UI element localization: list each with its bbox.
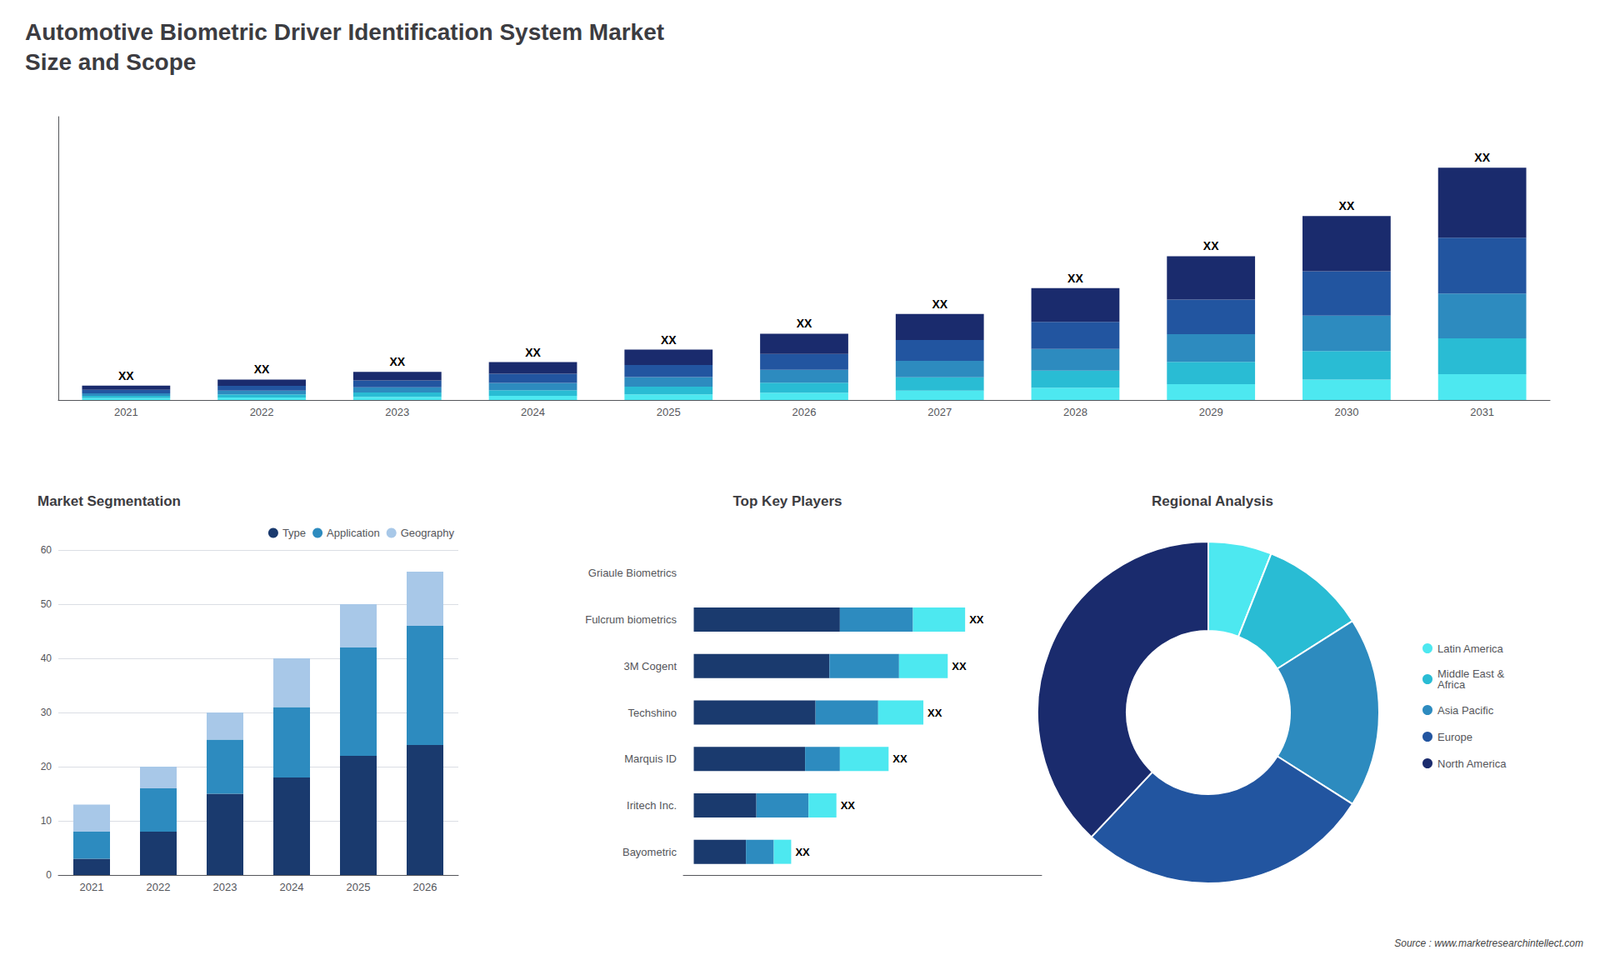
svg-text:Asia Pacific: Asia Pacific — [1437, 704, 1495, 717]
svg-text:North America: North America — [1437, 757, 1507, 770]
svg-text:XX: XX — [389, 355, 405, 369]
svg-text:2024: 2024 — [280, 880, 305, 894]
svg-text:XX: XX — [927, 706, 943, 720]
svg-text:XX: XX — [254, 362, 270, 376]
svg-text:XX: XX — [931, 297, 948, 311]
svg-text:2028: 2028 — [1063, 405, 1088, 419]
svg-text:Type: Type — [282, 526, 306, 540]
svg-text:XX: XX — [1474, 150, 1490, 165]
svg-text:Geography: Geography — [400, 526, 455, 540]
svg-text:10: 10 — [40, 815, 53, 827]
svg-text:2026: 2026 — [792, 405, 817, 419]
svg-text:Automotive Biometric Driver Id: Automotive Biometric Driver Identificati… — [25, 19, 665, 45]
svg-text:60: 60 — [40, 544, 53, 556]
svg-text:Techshino: Techshino — [627, 706, 677, 720]
svg-text:XX: XX — [1203, 239, 1220, 253]
svg-text:XX: XX — [951, 660, 967, 673]
svg-text:3M Cogent: 3M Cogent — [623, 660, 677, 673]
svg-text:XX: XX — [840, 799, 856, 812]
svg-text:Top Key Players: Top Key Players — [732, 493, 842, 510]
svg-text:XX: XX — [525, 345, 541, 360]
svg-text:2025: 2025 — [346, 880, 371, 894]
svg-text:Middle East &: Middle East & — [1437, 667, 1505, 680]
svg-text:Iritech Inc.: Iritech Inc. — [626, 799, 677, 812]
svg-text:Regional Analysis: Regional Analysis — [1151, 493, 1274, 510]
svg-text:XX: XX — [796, 316, 813, 330]
svg-text:Marquis ID: Marquis ID — [624, 752, 677, 765]
svg-text:2025: 2025 — [656, 405, 681, 419]
svg-text:Market Segmentation: Market Segmentation — [37, 493, 181, 510]
svg-text:Source : www.marketresearchint: Source : www.marketresearchintellect.com — [1394, 937, 1584, 950]
svg-text:50: 50 — [40, 598, 53, 610]
svg-text:Size and Scope: Size and Scope — [25, 49, 196, 75]
svg-text:2027: 2027 — [927, 405, 952, 419]
svg-text:2030: 2030 — [1334, 405, 1359, 419]
svg-text:XX: XX — [969, 613, 985, 626]
svg-text:30: 30 — [40, 706, 53, 719]
svg-text:20: 20 — [40, 760, 53, 773]
svg-text:2029: 2029 — [1199, 405, 1224, 419]
svg-text:XX: XX — [1339, 199, 1355, 213]
svg-text:XX: XX — [1067, 271, 1084, 285]
svg-text:Europe: Europe — [1437, 730, 1473, 744]
svg-text:2022: 2022 — [146, 880, 171, 894]
svg-text:Africa: Africa — [1437, 678, 1466, 691]
svg-text:XX: XX — [660, 333, 677, 347]
svg-text:2031: 2031 — [1470, 405, 1495, 419]
svg-text:Bayometric: Bayometric — [622, 845, 678, 859]
svg-text:2023: 2023 — [385, 405, 410, 419]
svg-text:0: 0 — [45, 869, 52, 881]
svg-text:2023: 2023 — [213, 880, 238, 894]
svg-text:Griaule Biometrics: Griaule Biometrics — [588, 566, 678, 580]
svg-text:XX: XX — [892, 752, 908, 765]
svg-text:XX: XX — [795, 845, 810, 859]
svg-text:2021: 2021 — [80, 880, 105, 894]
svg-text:XX: XX — [118, 369, 135, 383]
svg-text:40: 40 — [40, 652, 53, 665]
svg-text:2026: 2026 — [413, 880, 438, 894]
svg-text:2022: 2022 — [250, 405, 275, 419]
svg-text:Application: Application — [326, 526, 380, 540]
svg-text:2024: 2024 — [520, 405, 545, 419]
svg-text:Fulcrum biometrics: Fulcrum biometrics — [585, 613, 677, 626]
svg-text:Latin America: Latin America — [1437, 642, 1505, 655]
svg-text:2021: 2021 — [114, 405, 139, 419]
